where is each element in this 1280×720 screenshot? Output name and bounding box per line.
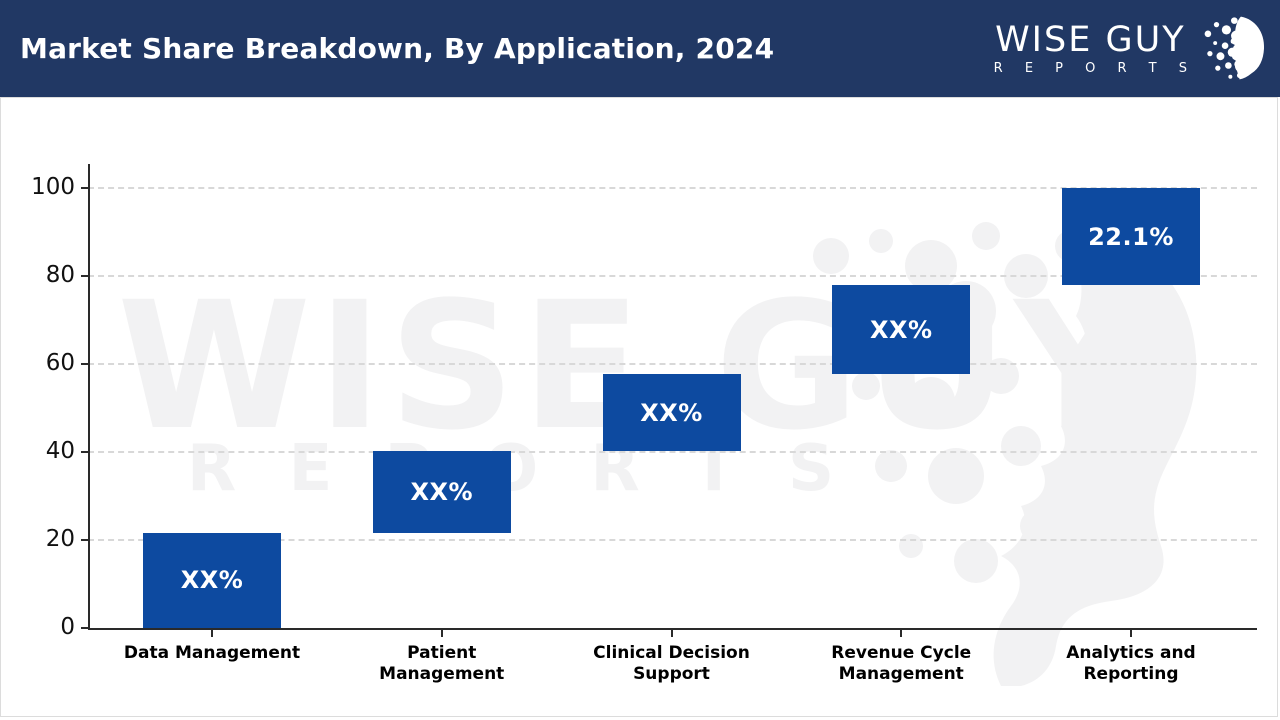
bar-value-label: XX% (640, 398, 703, 427)
logo-text: WISE GUY R E P O R T S (985, 19, 1196, 76)
y-tick-label-20: 20 (45, 526, 75, 552)
bar-0: XX% (143, 532, 281, 628)
bar-1: XX% (372, 451, 511, 533)
y-tick-mark-0 (81, 627, 88, 629)
logo-wordmark: WISE GUY (995, 19, 1186, 60)
wise-guy-logo: WISE GUY R E P O R T S (985, 10, 1280, 88)
y-tick-label-0: 0 (60, 614, 75, 640)
x-axis-spine (88, 628, 1257, 630)
x-category-label: Analytics and Reporting (1066, 643, 1196, 685)
y-tick-mark-80 (81, 275, 88, 277)
y-tick-label-40: 40 (45, 438, 75, 464)
y-tick-label-80: 80 (45, 262, 75, 288)
bar-value-label: XX% (180, 566, 244, 595)
gridline-80 (88, 275, 1257, 277)
bar-value-label: XX% (410, 478, 474, 507)
y-axis-spine (88, 164, 90, 630)
y-tick-mark-20 (81, 539, 88, 541)
page-title: Market Share Breakdown, By Application, … (20, 32, 775, 65)
x-category-label: Data Management (123, 643, 301, 663)
bar-2: XX% (602, 374, 741, 452)
y-tick-mark-100 (81, 187, 88, 189)
x-tick-mark-0 (211, 630, 213, 637)
gridline-100 (88, 187, 1257, 189)
x-category-label: Clinical Decision Support (593, 643, 750, 685)
logo-subtitle: R E P O R T S (993, 60, 1196, 76)
y-tick-mark-40 (81, 451, 88, 453)
x-tick-mark-4 (1130, 630, 1132, 637)
bar-4: 22.1% (1062, 188, 1200, 286)
gridline-60 (88, 363, 1257, 365)
chart-figure: WISE GUY R E P O R T S 0 20 40 60 80 100 XX% Da… (0, 97, 1278, 717)
x-category-label: Revenue Cycle Management (831, 643, 972, 685)
x-tick-mark-2 (670, 630, 673, 637)
y-tick-mark-60 (81, 363, 88, 365)
bar-value-label: 22.1% (1088, 222, 1174, 251)
y-tick-label-60: 60 (45, 350, 75, 376)
plot-area: 0 20 40 60 80 100 XX% Data Management XX% Patient… (1, 98, 1277, 716)
x-category-label: Patient Management (379, 643, 505, 685)
bar-value-label: XX% (869, 315, 933, 344)
bar-3: XX% (832, 285, 971, 375)
header-bar: Market Share Breakdown, By Application, … (0, 0, 1280, 97)
x-tick-mark-3 (900, 630, 903, 637)
y-tick-label-100: 100 (31, 174, 75, 200)
logo-face-icon (1204, 16, 1265, 79)
x-tick-mark-1 (440, 630, 443, 637)
gridline-20 (88, 539, 1257, 541)
gridline-40 (88, 451, 1257, 453)
